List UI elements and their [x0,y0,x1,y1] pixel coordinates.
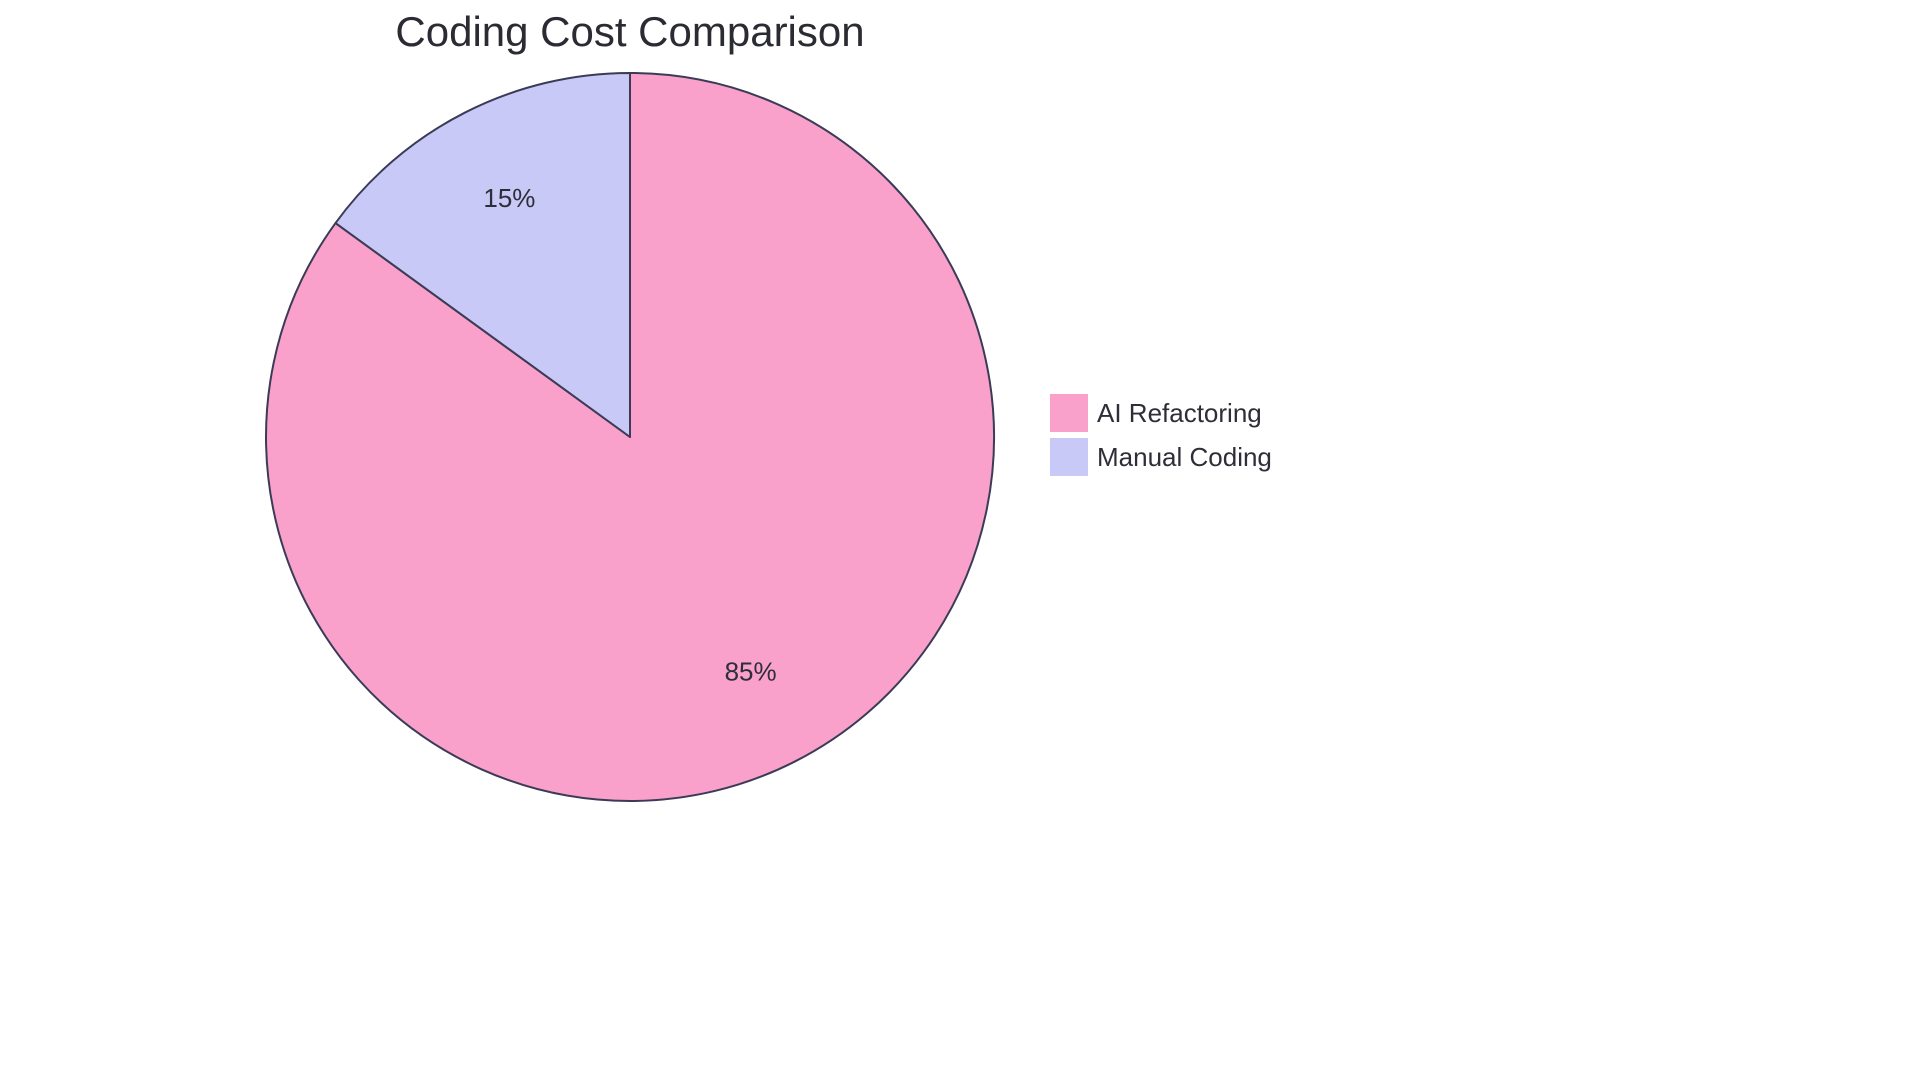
legend-swatch-ai-refactoring [1050,394,1088,432]
legend-item-manual-coding: Manual Coding [1050,438,1272,476]
legend-item-ai-refactoring: AI Refactoring [1050,394,1272,432]
legend-label: AI Refactoring [1097,397,1262,428]
legend-swatch-manual-coding [1050,438,1088,476]
slice-label: 15% [483,183,535,213]
chart-title: Coding Cost Comparison [395,8,865,55]
pie-slice-manual-coding [334,72,631,438]
slice-label: 85% [725,657,777,687]
legend: AI Refactoring Manual Coding [1050,394,1272,476]
legend-label: Manual Coding [1097,441,1272,472]
